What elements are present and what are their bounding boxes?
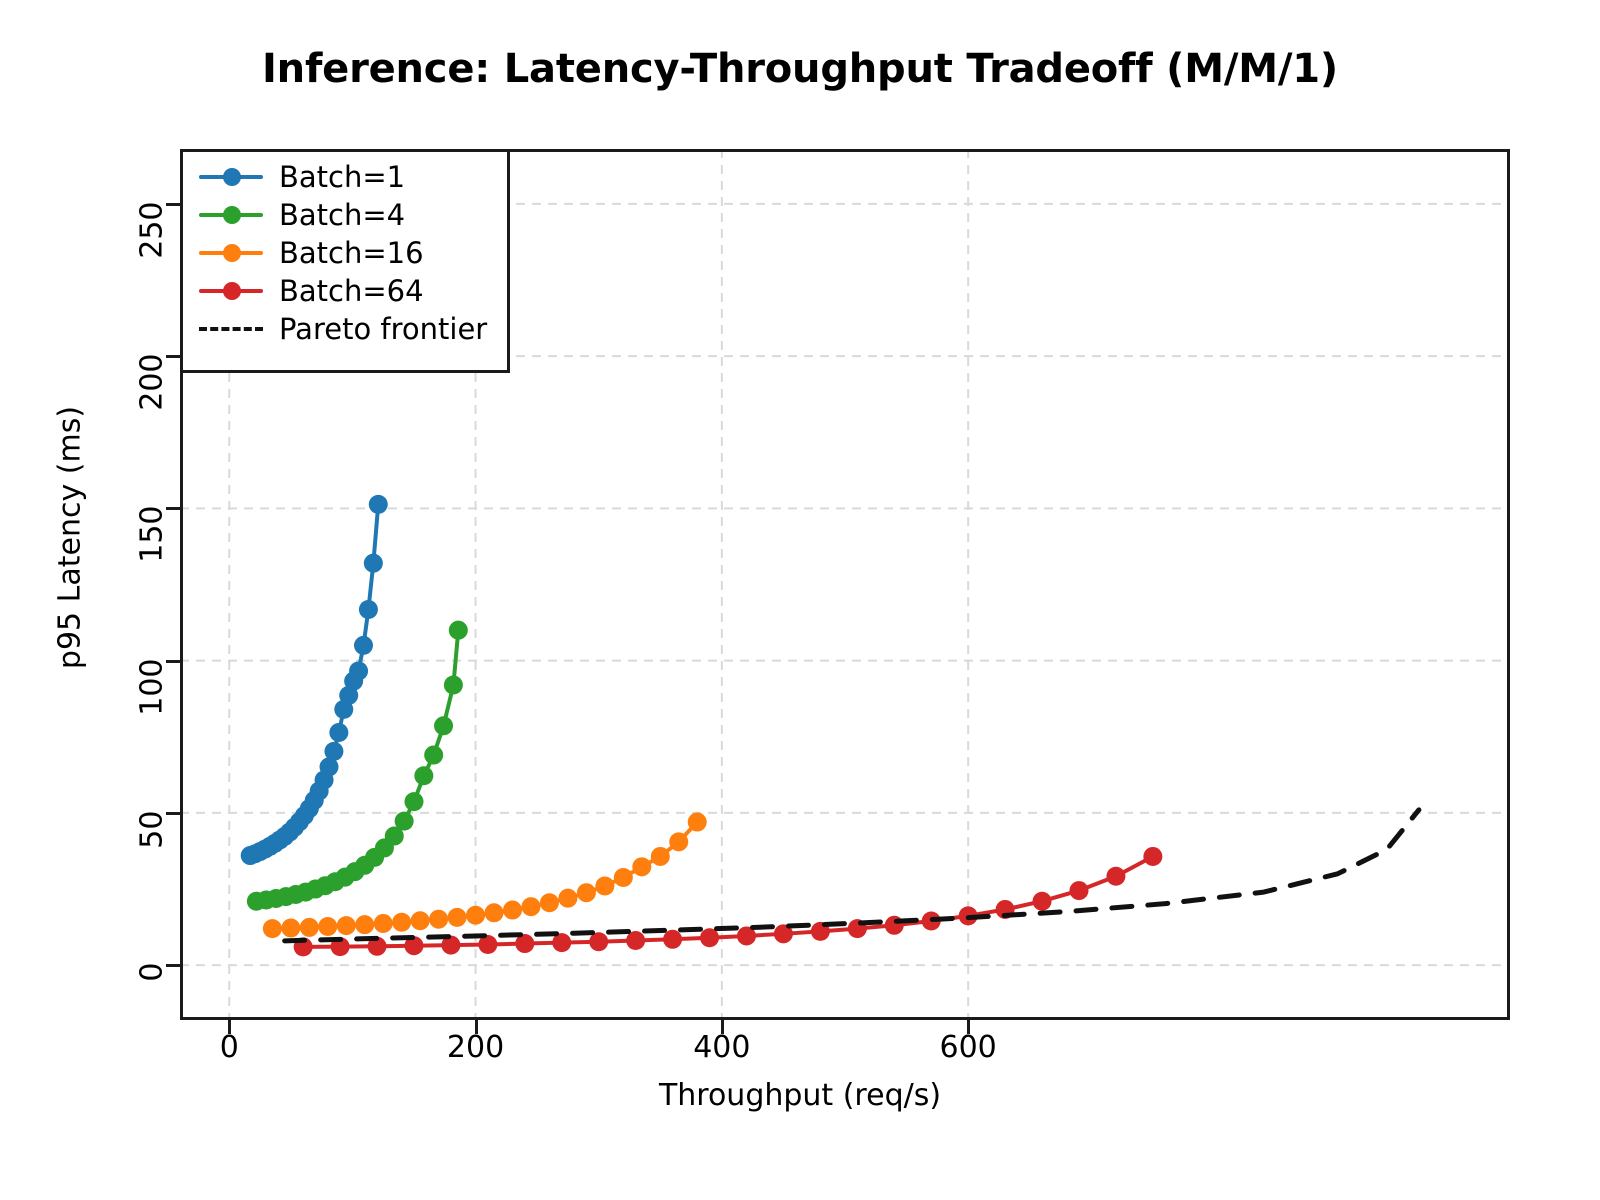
y-tick-mark <box>166 355 180 359</box>
x-tick-mark <box>967 1020 971 1034</box>
plot-area <box>180 149 1510 1020</box>
chart-legend[interactable]: Batch=1 Batch=4 Batch=16 Batch=64 Pareto fro… <box>180 149 510 373</box>
series-2 <box>262 812 707 939</box>
x-tick-mark <box>228 1020 232 1034</box>
legend-item-1[interactable]: Batch=4 <box>183 196 507 234</box>
y-tick-label: 250 <box>134 201 170 259</box>
x-tick-label: 600 <box>939 1030 997 1065</box>
y-tick-mark <box>166 202 180 206</box>
chart-title: Inference: Latency-Throughput Tradeoff (… <box>261 46 1338 92</box>
legend-label: Batch=1 <box>279 159 406 194</box>
legend-item-3[interactable]: Batch=64 <box>183 272 507 310</box>
x-tick-label: 400 <box>693 1030 751 1065</box>
legend-marker-icon <box>223 168 241 186</box>
legend-swatch-icon <box>195 272 267 310</box>
x-tick-mark <box>474 1020 478 1034</box>
legend-swatch-icon <box>195 234 267 272</box>
series-0 <box>240 494 388 866</box>
x-tick-mark <box>720 1020 724 1034</box>
series-1 <box>246 620 468 911</box>
legend-label: Batch=64 <box>279 273 424 308</box>
y-tick-mark <box>166 964 180 968</box>
legend-item-4[interactable]: Pareto frontier <box>183 310 507 348</box>
series-4 <box>282 807 1422 944</box>
x-axis-label: Throughput (req/s) <box>658 1078 942 1113</box>
y-tick-label: 100 <box>134 658 170 716</box>
y-tick-mark <box>166 659 180 663</box>
legend-marker-icon <box>223 244 241 262</box>
legend-swatch-icon <box>195 158 267 196</box>
legend-swatch-icon <box>195 196 267 234</box>
legend-item-0[interactable]: Batch=1 <box>183 158 507 196</box>
y-tick-mark <box>166 507 180 511</box>
legend-marker-icon <box>223 282 241 300</box>
legend-dashed-line-icon <box>199 327 263 331</box>
legend-label: Batch=16 <box>279 235 424 270</box>
x-tick-label: 200 <box>446 1030 505 1065</box>
legend-marker-icon <box>223 206 241 224</box>
legend-item-2[interactable]: Batch=16 <box>183 234 507 272</box>
y-tick-label: 150 <box>134 505 170 564</box>
y-tick-mark <box>166 811 180 815</box>
legend-swatch-icon <box>195 310 267 348</box>
y-axis-label: p95 Latency (ms) <box>52 405 88 670</box>
legend-label: Batch=4 <box>279 197 406 232</box>
series-group <box>240 494 1422 957</box>
plot-frame <box>180 149 1510 1020</box>
legend-label: Pareto frontier <box>279 311 488 346</box>
x-tick-label: 0 <box>219 1030 239 1065</box>
y-tick-label: 50 <box>134 810 170 849</box>
y-tick-label: 200 <box>134 353 170 411</box>
